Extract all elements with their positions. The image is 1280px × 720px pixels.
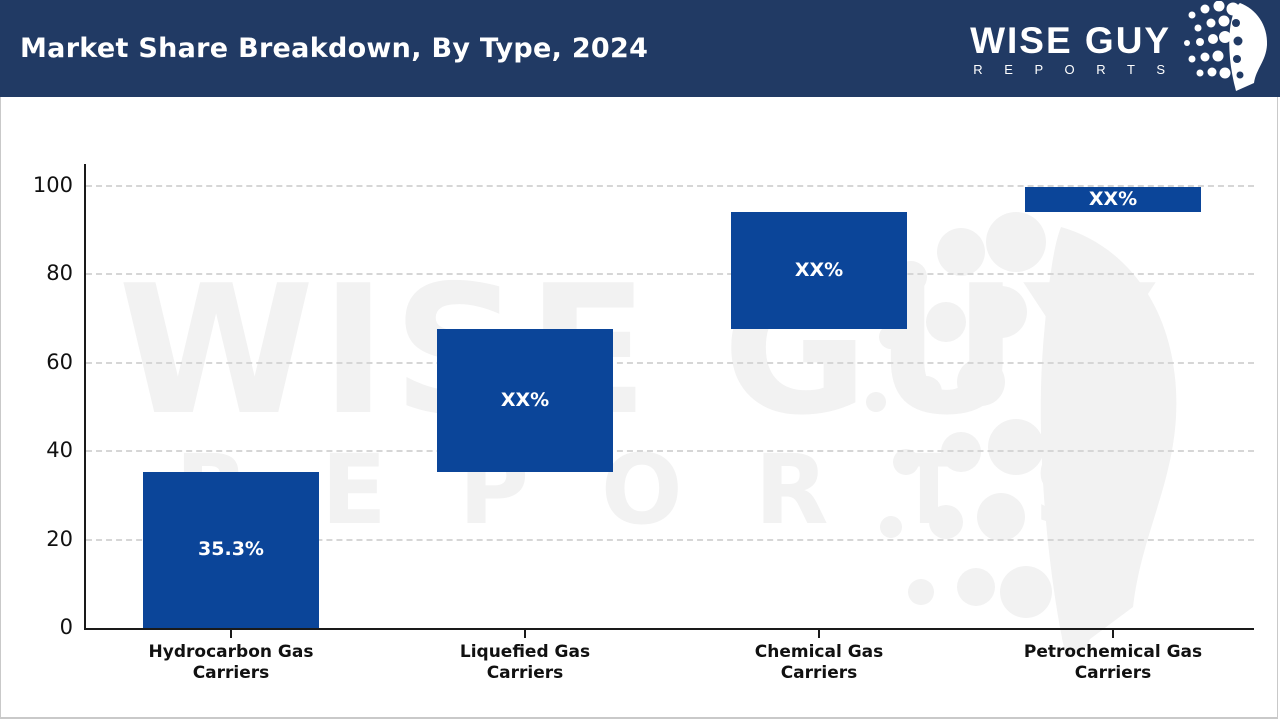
x-tick-mark <box>818 630 820 638</box>
y-gridline <box>86 361 1254 364</box>
x-tick-mark <box>1112 630 1114 638</box>
y-gridline <box>86 273 1254 276</box>
logo-text: WISE GUY R E P O R T S <box>967 22 1174 76</box>
bar-value-label: XX% <box>1088 187 1138 210</box>
watermark-text-line1: WISE GUY <box>118 247 1160 454</box>
x-category-label: Liquefied Gas Carriers <box>459 642 591 684</box>
x-category-label: Chemical Gas Carriers <box>754 642 884 684</box>
y-axis-line <box>84 164 86 630</box>
x-tick-mark <box>230 630 232 638</box>
y-gridline <box>86 185 1254 187</box>
y-tick-label: 20 <box>46 526 73 551</box>
bar-segment: XX% <box>437 328 613 472</box>
y-gridline <box>86 538 1254 541</box>
header-bar: Market Share Breakdown, By Type, 2024 WI… <box>0 0 1280 97</box>
logo-face-dots-icon <box>1178 0 1274 97</box>
bar-segment: 35.3% <box>143 471 319 628</box>
x-tick-mark <box>524 630 526 638</box>
bar-segment: XX% <box>1025 186 1201 212</box>
y-gridline <box>86 450 1254 453</box>
logo-name: WISE GUY <box>970 19 1172 61</box>
y-tick-label: 40 <box>46 438 73 463</box>
x-axis-line <box>84 628 1254 630</box>
chart-canvas: WISE GUY REPORTS 0 20 40 60 80 100 35.3% XX% XX%… <box>0 97 1278 719</box>
y-tick-label: 60 <box>46 349 73 374</box>
logo-subtitle: R E P O R T S <box>973 61 1174 77</box>
y-tick-label: 100 <box>32 173 73 197</box>
y-tick-label: 80 <box>46 261 73 286</box>
x-category-label: Petrochemical Gas Carriers <box>1023 642 1203 684</box>
bar-segment: XX% <box>731 211 907 329</box>
x-category-label: Hydrocarbon Gas Carriers <box>148 642 314 684</box>
page-title: Market Share Breakdown, By Type, 2024 <box>20 33 649 64</box>
bar-value-label: 35.3% <box>198 538 264 561</box>
bar-value-label: XX% <box>500 388 550 411</box>
wise-guy-logo: WISE GUY R E P O R T S <box>967 0 1274 97</box>
y-tick-label: 0 <box>59 615 73 639</box>
bar-value-label: XX% <box>794 258 844 281</box>
